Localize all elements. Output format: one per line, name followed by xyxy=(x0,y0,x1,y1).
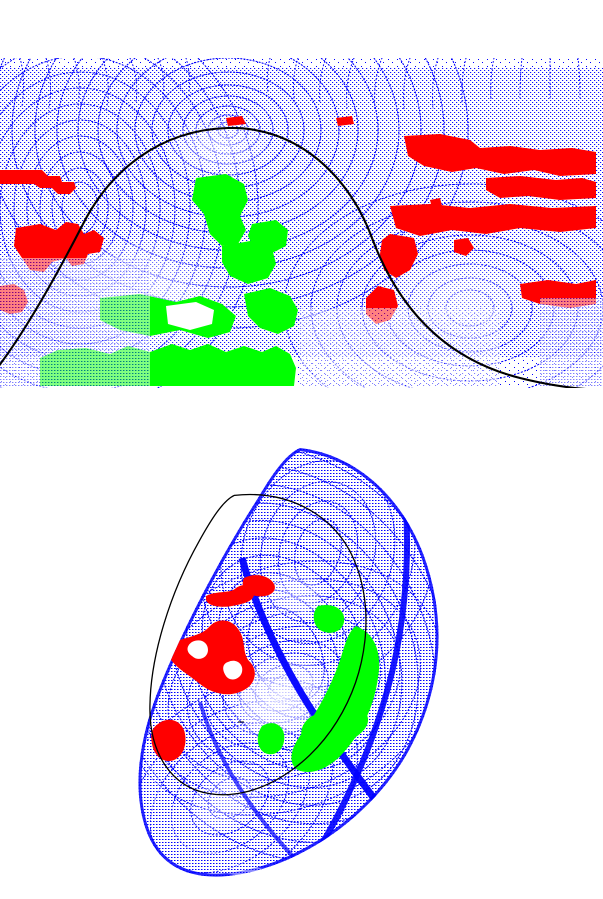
red-region-right-mid2 xyxy=(380,234,418,278)
red-region-upper-left-2 xyxy=(242,575,275,597)
top-stipple-overlay xyxy=(0,258,603,388)
bottom-limb-outline xyxy=(138,448,439,877)
red-region-mid-left-hole-1 xyxy=(187,640,208,659)
bottom-stipple-overlay xyxy=(146,740,300,877)
red-region-right-small-1 xyxy=(454,238,474,256)
red-region-left-upper xyxy=(0,170,76,194)
green-region-center xyxy=(192,174,248,246)
green-region-arm-right xyxy=(244,288,298,334)
red-region-right-upper xyxy=(404,134,596,176)
top-contour-fan xyxy=(19,58,581,111)
red-region-mid-left-hole-2 xyxy=(223,660,243,680)
green-region-notch xyxy=(166,302,214,330)
cylindrical-map-svg xyxy=(0,58,603,388)
red-region-right-upper2 xyxy=(486,176,596,200)
green-region-spur xyxy=(257,723,285,755)
bottom-red-regions xyxy=(138,575,275,762)
red-region-dot-3 xyxy=(226,116,246,126)
bottom-green-regions xyxy=(257,604,380,772)
bottom-lowerleft-light xyxy=(156,728,296,856)
bottom-boundary-curve xyxy=(149,493,367,796)
red-region-lower-left xyxy=(151,719,186,762)
top-vortex-core-light xyxy=(166,114,290,194)
cylindrical-plot-area xyxy=(0,58,603,388)
green-region-patch-1 xyxy=(248,220,288,254)
red-region-dot-2 xyxy=(336,116,354,126)
red-region-dot-1 xyxy=(430,198,442,208)
green-region-right-patch xyxy=(301,708,369,747)
green-region-small-lobe xyxy=(313,604,345,633)
panel-cylindrical-world-map[interactable] xyxy=(0,58,603,388)
panel-oblique-orthographic-map[interactable] xyxy=(0,440,603,885)
top-boundary-curve xyxy=(0,126,587,388)
red-region-right-mid xyxy=(390,204,596,236)
orthographic-map-svg xyxy=(0,440,603,885)
red-region-upper-left xyxy=(206,585,254,607)
